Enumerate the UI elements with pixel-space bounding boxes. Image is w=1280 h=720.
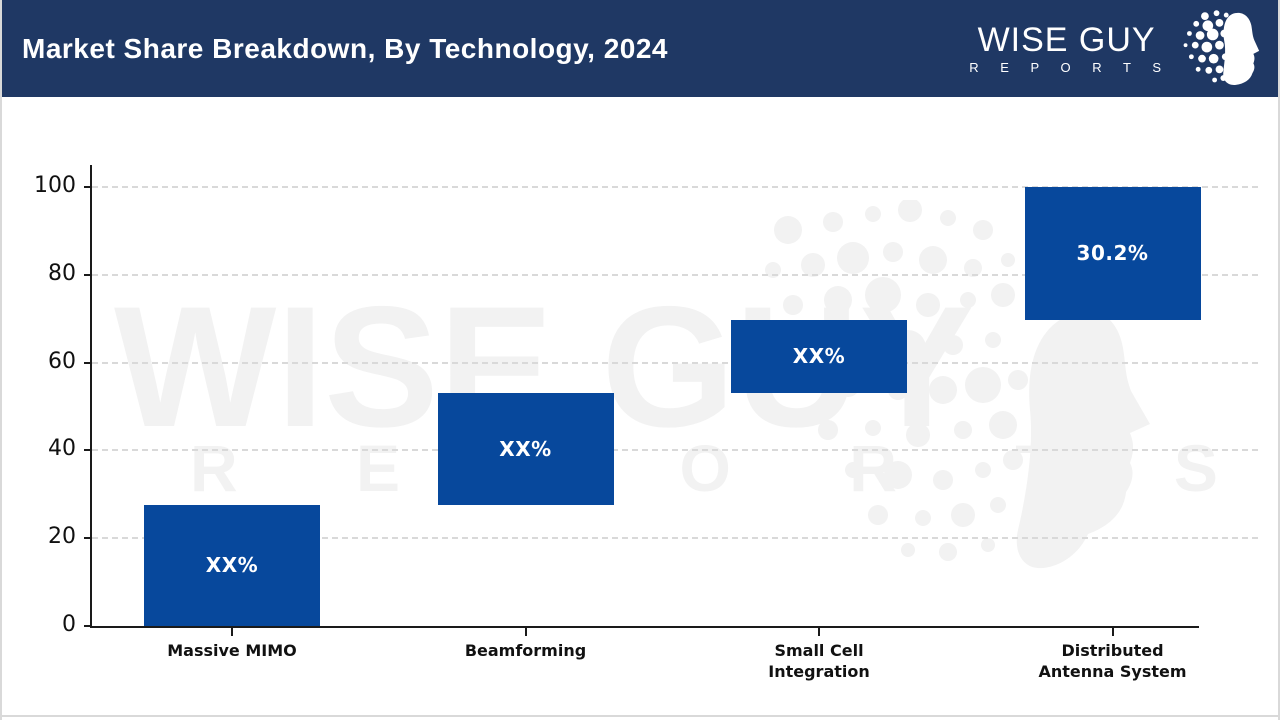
plot-area: 0 20 40 60 80 100 XX% Massive MIMO XX% Beamformin… (2, 97, 1278, 720)
y-tick-label-60: 60 (48, 348, 76, 374)
page-title: Market Share Breakdown, By Technology, 2… (22, 32, 669, 64)
bar-massive-mimo: XX% (144, 504, 320, 626)
x-tick-distributed-antenna-system (1111, 628, 1114, 636)
x-axis-line (90, 626, 1199, 628)
y-tick-60 (84, 361, 92, 364)
y-tick-40 (84, 449, 92, 452)
logo-face-dots-icon (1183, 9, 1260, 85)
logo-reports-label: R E P O R T S (969, 59, 1170, 75)
category-label-line: Distributed (1061, 641, 1164, 660)
gridline-80 (92, 273, 1258, 276)
y-tick-0 (84, 625, 92, 627)
y-tick-label-20: 20 (48, 524, 76, 550)
category-label-line: Antenna System (1038, 661, 1187, 681)
bar-value-label-beamforming: XX% (499, 437, 552, 462)
bar-value-label-small-cell-integration: XX% (792, 344, 846, 369)
y-tick-label-80: 80 (48, 260, 76, 286)
wise-guy-reports-logo: WISE GUY R E P O R T S (963, 7, 1264, 91)
bar-distributed-antenna-system: 30.2% (1024, 187, 1201, 320)
category-label-line: Beamforming (464, 641, 587, 660)
x-tick-beamforming (524, 628, 527, 636)
category-label-line: Integration (768, 661, 870, 681)
header-bar: Market Share Breakdown, By Technology, 2… (2, 0, 1278, 97)
gridline-100 (92, 186, 1258, 188)
y-tick-label-0: 0 (62, 612, 76, 637)
y-axis-line (90, 165, 92, 628)
bar-value-label-massive-mimo: XX% (205, 553, 259, 578)
category-label-line: Massive MIMO (167, 641, 297, 660)
x-tick-massive-mimo (231, 628, 233, 636)
bar-small-cell-integration: XX% (731, 319, 907, 394)
category-label-small-cell-integration: Small Cell Integration (699, 641, 939, 683)
y-tick-100 (84, 186, 92, 188)
y-tick-label-40: 40 (48, 436, 76, 462)
y-tick-label-100: 100 (34, 173, 76, 198)
logo-wiseguy-label: WISE GUY (977, 20, 1156, 59)
category-label-beamforming: Beamforming (406, 641, 646, 662)
category-label-massive-mimo: Massive MIMO (112, 641, 352, 662)
bar-beamforming: XX% (437, 393, 614, 505)
category-label-line: Small Cell (774, 641, 864, 660)
bottom-border-line (2, 715, 1278, 717)
gridline-40 (92, 449, 1258, 452)
bar-value-label-distributed-antenna-system: 30.2% (1076, 241, 1149, 266)
gridline-20 (92, 537, 1258, 540)
y-tick-80 (84, 273, 92, 276)
category-label-distributed-antenna-system: Distributed Antenna System (993, 641, 1233, 683)
x-tick-small-cell-integration (818, 628, 820, 636)
logo-text: WISE GUY R E P O R T S (963, 23, 1170, 75)
gridline-60 (92, 361, 1258, 364)
y-tick-20 (84, 537, 92, 540)
